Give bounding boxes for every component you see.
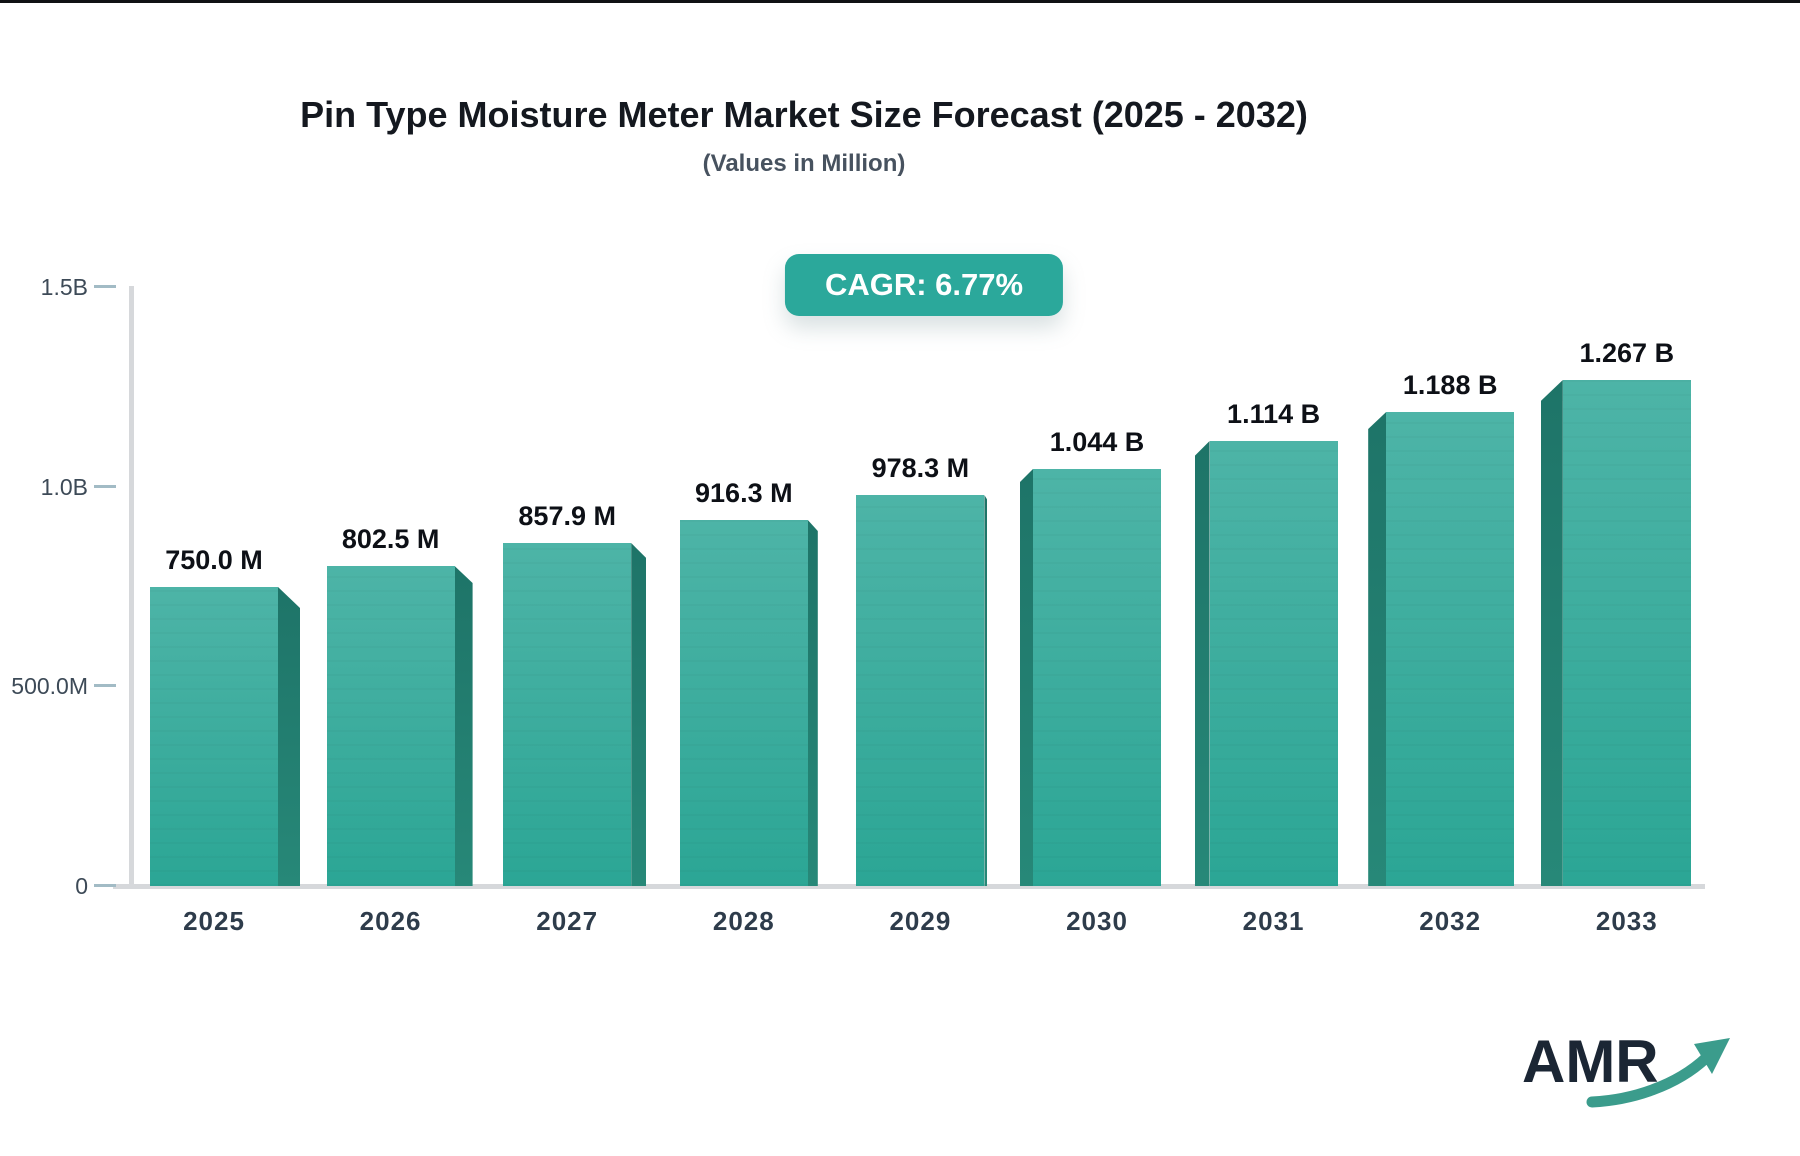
bar-value-label: 916.3 M [695, 478, 793, 508]
x-axis-label: 2028 [712, 906, 775, 936]
x-axis-label: 2029 [889, 906, 952, 936]
x-axis-label: 2031 [1242, 906, 1305, 936]
chart-subtitle: (Values in Million) [702, 150, 906, 177]
y-axis-tick [94, 884, 116, 887]
bar-3d-side [807, 520, 818, 886]
y-axis-tick-label: 0 [75, 873, 88, 899]
bar-2029 [856, 495, 985, 886]
cagr-badge: CAGR: 6.77% [784, 254, 1064, 316]
x-axis-label: 2032 [1419, 906, 1482, 936]
growth-arrow-icon [1586, 1038, 1730, 1108]
bar-3d-side [1194, 441, 1210, 886]
y-axis-tick [94, 484, 116, 488]
x-axis-label: 2025 [183, 906, 245, 936]
bar-value-label: 857.9 M [518, 501, 616, 531]
bar-3d-side [1020, 469, 1033, 886]
bar-3d-side [1368, 412, 1387, 886]
amr-logo: AMR [1522, 1024, 1742, 1108]
bar-3d-side [631, 543, 647, 886]
bar-2031 [1209, 441, 1338, 886]
bar-3d-side [454, 566, 473, 886]
y-axis-line [129, 286, 134, 887]
chart-title: Pin Type Moisture Meter Market Size Fore… [300, 94, 1308, 135]
bar-2027 [503, 543, 632, 886]
y-axis-tick-label: 500.0M [11, 673, 88, 700]
bar-value-label: 978.3 M [871, 453, 970, 483]
y-axis-tick [94, 285, 116, 289]
bar-value-label: 1.044 B [1049, 427, 1145, 457]
x-axis-label: 2030 [1066, 906, 1128, 936]
bar-2030 [1033, 469, 1161, 886]
bar-2026 [326, 566, 455, 886]
bar-value-label: 1.188 B [1402, 370, 1498, 400]
bar-2032 [1386, 412, 1515, 886]
bar-value-label: 1.267 B [1579, 338, 1675, 368]
bar-2028 [679, 520, 808, 886]
amr-logo-text: AMR [1522, 1028, 1659, 1095]
bar-3d-side [278, 587, 300, 886]
x-axis-label: 2033 [1595, 906, 1658, 936]
bar-2025 [150, 587, 278, 886]
y-axis-tick-label: 1.0B [40, 473, 88, 500]
x-axis-label: 2027 [536, 906, 599, 936]
bar-3d-side [1540, 380, 1563, 886]
bar-3d-side [984, 495, 988, 886]
top-border-line [0, 0, 1800, 3]
bar-value-label: 1.114 B [1227, 399, 1321, 429]
bar-value-label: 750.0 M [165, 545, 263, 575]
x-axis-label: 2026 [359, 906, 422, 936]
x-axis-line [113, 884, 1705, 889]
bar-2033 [1562, 380, 1691, 886]
y-axis-tick-label: 1.5B [40, 274, 88, 301]
y-axis-tick [94, 684, 116, 688]
bar-value-label: 802.5 M [341, 524, 440, 554]
